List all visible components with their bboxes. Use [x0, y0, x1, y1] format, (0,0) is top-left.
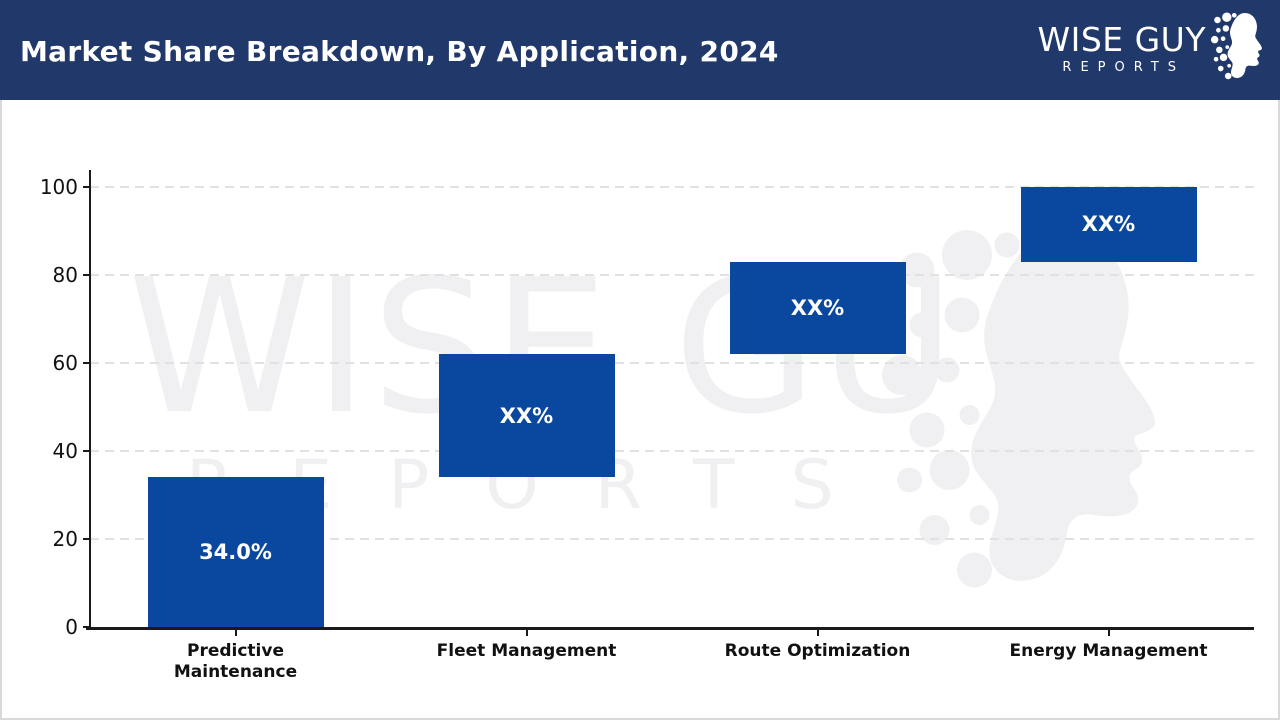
watermark-head-graphic: [862, 220, 1192, 620]
x-axis-tick: [1107, 630, 1110, 636]
bar-value-label: XX%: [790, 296, 845, 320]
chart-area: WISE GU REPORTS 0 20 40 60 80 100 34.0% Predict…: [0, 100, 1280, 720]
y-axis-tick-label: 60: [52, 351, 78, 375]
bar-route-optimization: [729, 261, 906, 355]
x-axis-line: [86, 627, 1254, 630]
gridline-y100: [90, 186, 1254, 188]
logo-name: WISE GUY: [1037, 19, 1206, 59]
y-axis-tick-label: 20: [52, 527, 78, 551]
y-axis-line: [89, 170, 91, 630]
x-axis-tick: [525, 630, 528, 636]
x-axis-category-label: Fleet Management: [436, 641, 617, 661]
y-axis-tick: [83, 362, 90, 364]
x-axis-category-label: Predictive Maintenance: [173, 641, 298, 682]
gridline-y60: [90, 362, 1254, 364]
gridline-y80: [90, 274, 1254, 276]
bar-value-label: XX%: [499, 403, 554, 428]
gridline-y20: [90, 538, 1254, 540]
logo-head-icon: [1210, 12, 1262, 80]
y-axis-tick-label: 0: [65, 615, 78, 639]
x-axis-tick: [816, 630, 819, 636]
logo-reports: REPORTS: [1062, 59, 1186, 75]
plot-region: 0 20 40 60 80 100 34.0% Predictive Maintenance X…: [2, 100, 1278, 718]
x-axis-tick: [234, 630, 237, 636]
y-axis-tick: [83, 186, 90, 188]
x-axis-category-label: Energy Management: [1009, 641, 1208, 661]
header-band: Market Share Breakdown, By Application, …: [0, 0, 1280, 100]
bar-fleet-management: [438, 354, 615, 478]
y-axis-tick: [83, 450, 90, 452]
gridline-y40: [90, 450, 1254, 452]
x-axis-category-label: Route Optimization: [724, 641, 911, 661]
bar-predictive-maintenance: [147, 477, 324, 627]
y-axis-tick-label: 40: [52, 439, 78, 463]
wise-guy-logo: WISE GUY REPORTS: [1037, 6, 1266, 90]
bar-energy-management: [1020, 187, 1197, 262]
y-axis-tick: [83, 538, 90, 540]
logo-text: WISE GUY REPORTS: [1037, 19, 1206, 75]
y-axis-tick-label: 100: [39, 175, 78, 199]
bar-value-label: 34.0%: [199, 540, 272, 565]
page-title: Market Share Breakdown, By Application, …: [20, 35, 779, 68]
y-axis-tick: [83, 274, 90, 276]
y-axis-tick-label: 80: [52, 263, 78, 287]
bar-value-label: XX%: [1081, 212, 1136, 237]
